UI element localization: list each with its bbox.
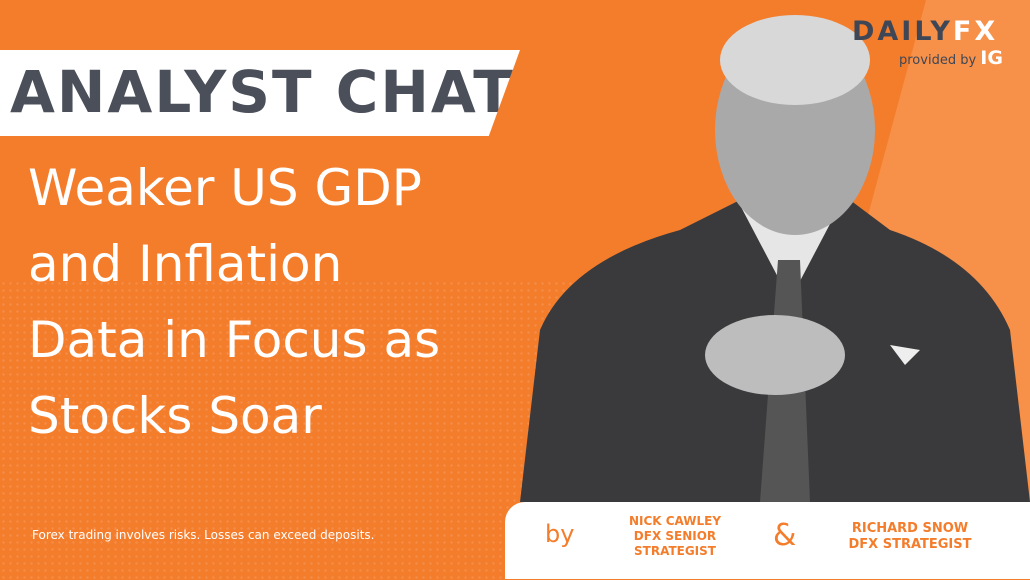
headline: Weaker US GDP and Inflation Data in Focu… (28, 150, 528, 454)
author-name: NICK CAWLEY (628, 514, 722, 528)
speaker-photo (510, 0, 1030, 502)
logo-fx: FX (952, 16, 999, 47)
author-name: RICHARD SNOW (851, 521, 969, 536)
headline-line: Weaker US GDP (28, 159, 422, 217)
author-title: DFX SENIOR (633, 529, 717, 543)
risk-disclaimer: Forex trading involves risks. Losses can… (32, 528, 375, 542)
headline-line: and Inflation (28, 235, 343, 293)
analyst-chat-banner: ANALYST CHAT (0, 50, 520, 136)
dailyfx-logo: DAILYFX provided by IG (852, 16, 1003, 69)
author-title: DFX STRATEGIST (848, 537, 972, 552)
headline-line: Stocks Soar (28, 387, 322, 445)
logo-provided-by: provided by (899, 53, 977, 68)
headline-line: Data in Focus as (28, 311, 441, 369)
author-nick-cawley: NICK CAWLEY DFX SENIOR STRATEGIST (615, 514, 735, 559)
author-title: STRATEGIST (634, 544, 716, 558)
logo-daily: DAILY (852, 16, 953, 47)
ampersand: & (773, 518, 797, 553)
authors-strip: by NICK CAWLEY DFX SENIOR STRATEGIST & R… (505, 502, 1030, 579)
logo-ig: IG (980, 47, 1003, 69)
author-richard-snow: RICHARD SNOW DFX STRATEGIST (835, 521, 985, 553)
by-label: by (545, 520, 575, 548)
banner-title: ANALYST CHAT (10, 58, 515, 126)
